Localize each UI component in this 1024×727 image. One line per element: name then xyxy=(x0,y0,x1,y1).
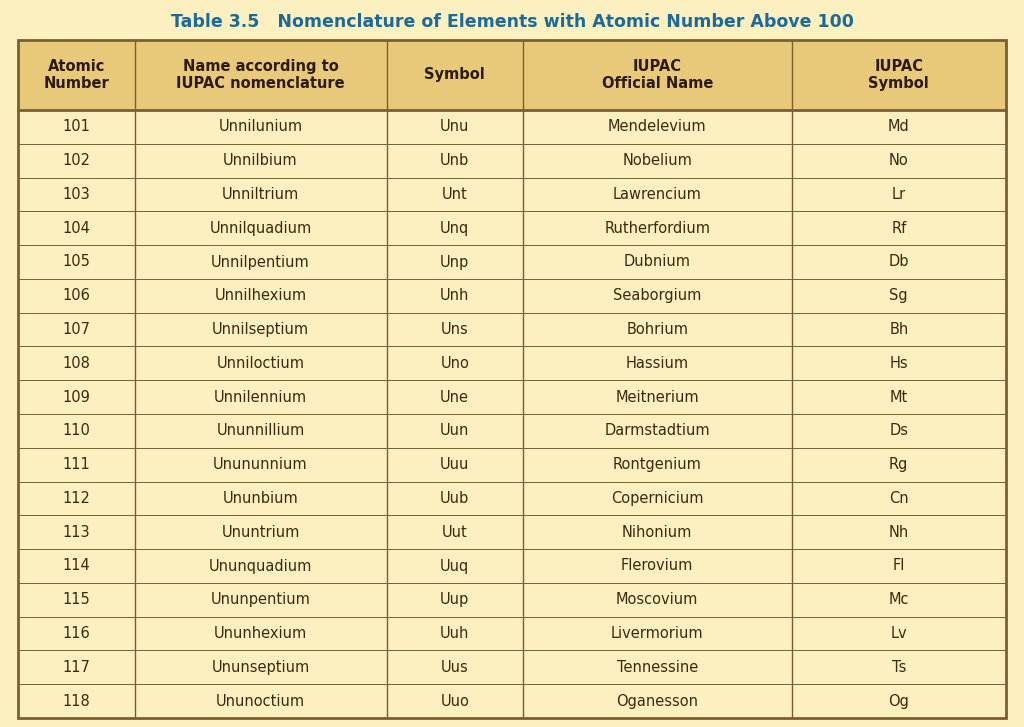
Text: Mc: Mc xyxy=(889,593,909,607)
Text: Uns: Uns xyxy=(440,322,469,337)
Text: 111: 111 xyxy=(62,457,90,472)
Text: Unu: Unu xyxy=(440,119,469,134)
Text: Ununoctium: Ununoctium xyxy=(216,694,305,709)
Text: 118: 118 xyxy=(62,694,90,709)
Text: 101: 101 xyxy=(62,119,90,134)
Text: Lr: Lr xyxy=(892,187,906,202)
Text: Unnilpentium: Unnilpentium xyxy=(211,254,310,270)
Text: IUPAC
Official Name: IUPAC Official Name xyxy=(601,59,713,91)
Text: Une: Une xyxy=(440,390,469,405)
Text: Uuq: Uuq xyxy=(440,558,469,574)
Text: Ds: Ds xyxy=(889,423,908,438)
Text: Darmstadtium: Darmstadtium xyxy=(604,423,710,438)
Text: Unq: Unq xyxy=(440,221,469,236)
Text: Unununnium: Unununnium xyxy=(213,457,308,472)
Text: Unnilquadium: Unnilquadium xyxy=(210,221,311,236)
Text: Hassium: Hassium xyxy=(626,356,689,371)
Text: Sg: Sg xyxy=(890,289,908,303)
Text: Meitnerium: Meitnerium xyxy=(615,390,699,405)
Text: 117: 117 xyxy=(62,660,90,675)
Text: Flerovium: Flerovium xyxy=(621,558,693,574)
Text: Unniltrium: Unniltrium xyxy=(222,187,299,202)
Text: Unnilhexium: Unnilhexium xyxy=(214,289,306,303)
Text: Bh: Bh xyxy=(889,322,908,337)
Text: Unnilbium: Unnilbium xyxy=(223,153,298,168)
Text: Unnilseptium: Unnilseptium xyxy=(212,322,309,337)
Text: Symbol: Symbol xyxy=(424,68,485,82)
Text: Uup: Uup xyxy=(440,593,469,607)
Text: Lawrencium: Lawrencium xyxy=(612,187,701,202)
Text: Unp: Unp xyxy=(440,254,469,270)
Text: Nh: Nh xyxy=(889,525,909,539)
Text: Ununpentium: Ununpentium xyxy=(211,593,310,607)
Text: Oganesson: Oganesson xyxy=(616,694,698,709)
Text: Unh: Unh xyxy=(440,289,469,303)
Text: Mendelevium: Mendelevium xyxy=(608,119,707,134)
Bar xyxy=(18,110,1006,718)
Bar xyxy=(18,40,1006,110)
Text: Uun: Uun xyxy=(440,423,469,438)
Text: Dubnium: Dubnium xyxy=(624,254,691,270)
Text: 115: 115 xyxy=(62,593,90,607)
Text: Mt: Mt xyxy=(890,390,908,405)
Text: Tennessine: Tennessine xyxy=(616,660,698,675)
Text: Uuh: Uuh xyxy=(440,626,469,641)
Text: Unnilunium: Unnilunium xyxy=(218,119,303,134)
Text: Name according to
IUPAC nomenclature: Name according to IUPAC nomenclature xyxy=(176,59,345,91)
Text: Table 3.5   Nomenclature of Elements with Atomic Number Above 100: Table 3.5 Nomenclature of Elements with … xyxy=(171,13,853,31)
Text: Nihonium: Nihonium xyxy=(622,525,692,539)
Text: Moscovium: Moscovium xyxy=(616,593,698,607)
Text: Md: Md xyxy=(888,119,909,134)
Text: Uno: Uno xyxy=(440,356,469,371)
Text: Unniloctium: Unniloctium xyxy=(216,356,304,371)
Text: Copernicium: Copernicium xyxy=(611,491,703,506)
Text: Ununnillium: Ununnillium xyxy=(216,423,305,438)
Text: 104: 104 xyxy=(62,221,90,236)
Text: Ununquadium: Ununquadium xyxy=(209,558,312,574)
Text: Rf: Rf xyxy=(891,221,906,236)
Text: 105: 105 xyxy=(62,254,90,270)
Text: 116: 116 xyxy=(62,626,90,641)
Text: 106: 106 xyxy=(62,289,90,303)
Text: Uub: Uub xyxy=(440,491,469,506)
Text: Cn: Cn xyxy=(889,491,908,506)
Text: 113: 113 xyxy=(62,525,90,539)
Text: 114: 114 xyxy=(62,558,90,574)
Text: Rg: Rg xyxy=(889,457,908,472)
Text: Rutherfordium: Rutherfordium xyxy=(604,221,711,236)
Text: Unnilennium: Unnilennium xyxy=(214,390,307,405)
Text: Rontgenium: Rontgenium xyxy=(612,457,701,472)
Text: Lv: Lv xyxy=(891,626,907,641)
Text: Uuu: Uuu xyxy=(440,457,469,472)
Text: Livermorium: Livermorium xyxy=(611,626,703,641)
Text: Nobelium: Nobelium xyxy=(623,153,692,168)
Text: 103: 103 xyxy=(62,187,90,202)
Text: Db: Db xyxy=(889,254,909,270)
Text: Bohrium: Bohrium xyxy=(627,322,688,337)
Text: Fl: Fl xyxy=(893,558,905,574)
Text: Og: Og xyxy=(889,694,909,709)
Text: Unb: Unb xyxy=(440,153,469,168)
Text: 112: 112 xyxy=(62,491,90,506)
Text: Uut: Uut xyxy=(441,525,468,539)
Text: 108: 108 xyxy=(62,356,90,371)
Text: 102: 102 xyxy=(62,153,90,168)
Text: Seaborgium: Seaborgium xyxy=(613,289,701,303)
Text: Atomic
Number: Atomic Number xyxy=(43,59,110,91)
Text: IUPAC
Symbol: IUPAC Symbol xyxy=(868,59,929,91)
Text: Uuo: Uuo xyxy=(440,694,469,709)
Text: Ununhexium: Ununhexium xyxy=(214,626,307,641)
Text: Hs: Hs xyxy=(890,356,908,371)
Text: Ununbium: Ununbium xyxy=(222,491,298,506)
Text: Uus: Uus xyxy=(440,660,469,675)
Text: Ununtrium: Ununtrium xyxy=(221,525,300,539)
Text: Unt: Unt xyxy=(441,187,468,202)
Text: 107: 107 xyxy=(62,322,90,337)
Text: Ununseptium: Ununseptium xyxy=(211,660,309,675)
Text: 109: 109 xyxy=(62,390,90,405)
Text: No: No xyxy=(889,153,908,168)
Text: Ts: Ts xyxy=(892,660,906,675)
Text: 110: 110 xyxy=(62,423,90,438)
